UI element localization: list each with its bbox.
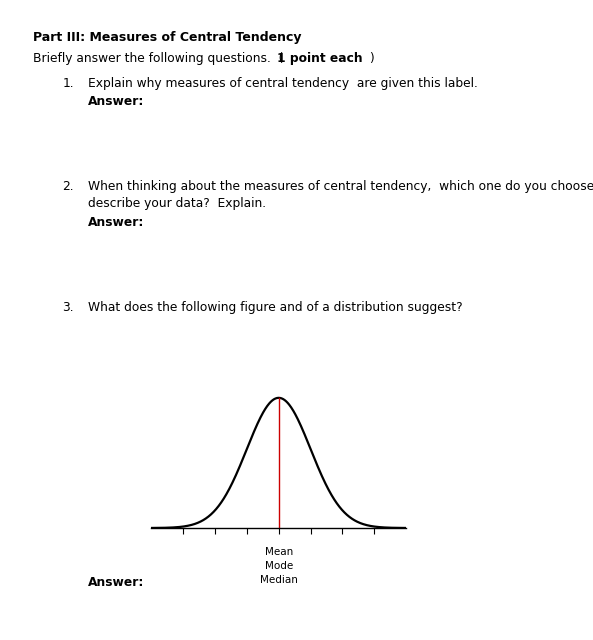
Text: 3.: 3. [62, 301, 74, 314]
Text: What does the following figure and of a distribution suggest?: What does the following figure and of a … [88, 301, 463, 314]
Text: 1.: 1. [62, 77, 74, 90]
Text: Part III: Measures of Central Tendency: Part III: Measures of Central Tendency [33, 31, 301, 44]
Text: 2.: 2. [62, 180, 74, 193]
Text: 1 point each: 1 point each [277, 52, 362, 65]
Text: Answer:: Answer: [88, 95, 144, 108]
Text: When thinking about the measures of central tendency,  which one do you choose t: When thinking about the measures of cent… [88, 180, 593, 193]
Text: Explain why measures of central tendency  are given this label.: Explain why measures of central tendency… [88, 77, 477, 90]
Text: Answer:: Answer: [88, 576, 144, 589]
Text: Answer:: Answer: [88, 216, 144, 229]
Text: ): ) [369, 52, 374, 65]
Text: describe your data?  Explain.: describe your data? Explain. [88, 197, 266, 210]
Text: Median: Median [260, 575, 298, 586]
Text: Briefly answer the following questions.  (: Briefly answer the following questions. … [33, 52, 283, 65]
Text: Mean: Mean [264, 547, 293, 557]
Text: Mode: Mode [264, 561, 293, 572]
